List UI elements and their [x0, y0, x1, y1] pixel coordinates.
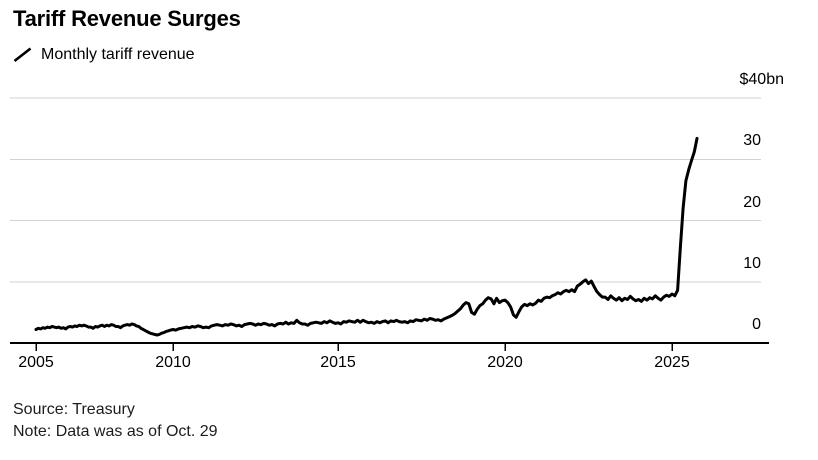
x-tick-label: 2010 — [155, 354, 191, 371]
source-note: Source: Treasury — [13, 401, 135, 418]
y-tick-label: 0 — [752, 316, 761, 333]
x-tick-label: 2020 — [487, 354, 523, 371]
chart-footer: Source: Treasury Note: Data was as of Oc… — [13, 399, 218, 442]
chart-title: Tariff Revenue Surges — [13, 6, 241, 31]
asof-note: Note: Data was as of Oct. 29 — [13, 422, 218, 440]
y-tick-label: 10 — [743, 254, 761, 272]
x-tick-label: 2025 — [654, 354, 690, 371]
y-tick-label: 20 — [743, 193, 761, 211]
y-axis-unit-label: $40bn — [739, 71, 785, 88]
x-tick-label: 2005 — [18, 354, 54, 371]
line-series-slash-icon — [13, 47, 32, 63]
x-tick-label: 2015 — [320, 354, 356, 371]
legend-series-label: Monthly tariff revenue — [41, 46, 195, 63]
chart-legend: Monthly tariff revenue — [13, 46, 195, 64]
monthly-tariff-revenue-line — [34, 136, 699, 337]
y-tick-label: 30 — [743, 132, 761, 150]
